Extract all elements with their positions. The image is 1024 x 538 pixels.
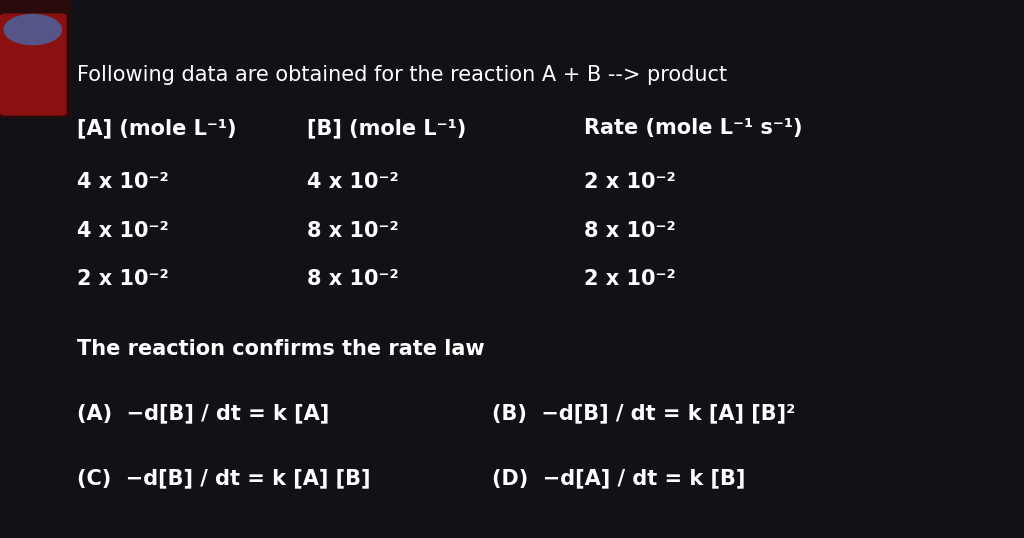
- Text: [B] (mole L⁻¹): [B] (mole L⁻¹): [307, 118, 467, 138]
- Text: 8 x 10⁻²: 8 x 10⁻²: [307, 221, 398, 240]
- Text: 8 x 10⁻²: 8 x 10⁻²: [584, 221, 675, 240]
- Text: 4 x 10⁻²: 4 x 10⁻²: [77, 172, 168, 192]
- Text: 4 x 10⁻²: 4 x 10⁻²: [307, 172, 398, 192]
- Text: 2 x 10⁻²: 2 x 10⁻²: [584, 269, 675, 289]
- FancyBboxPatch shape: [0, 13, 67, 116]
- Text: 2 x 10⁻²: 2 x 10⁻²: [584, 172, 675, 192]
- Text: 2 x 10⁻²: 2 x 10⁻²: [77, 269, 168, 289]
- Text: 8 x 10⁻²: 8 x 10⁻²: [307, 269, 398, 289]
- Bar: [0, 0, 72, 118]
- Text: Rate (mole L⁻¹ s⁻¹): Rate (mole L⁻¹ s⁻¹): [584, 118, 802, 138]
- Text: (D)  −d[A] / dt = k [B]: (D) −d[A] / dt = k [B]: [492, 468, 744, 488]
- Text: 4 x 10⁻²: 4 x 10⁻²: [77, 221, 168, 240]
- Text: The reaction confirms the rate law: The reaction confirms the rate law: [77, 339, 484, 359]
- Text: (C)  −d[B] / dt = k [A] [B]: (C) −d[B] / dt = k [A] [B]: [77, 468, 371, 488]
- Text: (B)  −d[B] / dt = k [A] [B]²: (B) −d[B] / dt = k [A] [B]²: [492, 404, 795, 423]
- Text: [A] (mole L⁻¹): [A] (mole L⁻¹): [77, 118, 237, 138]
- Text: (A)  −d[B] / dt = k [A]: (A) −d[B] / dt = k [A]: [77, 404, 329, 423]
- Text: Following data are obtained for the reaction A + B --> product: Following data are obtained for the reac…: [77, 65, 727, 84]
- Circle shape: [4, 15, 61, 45]
